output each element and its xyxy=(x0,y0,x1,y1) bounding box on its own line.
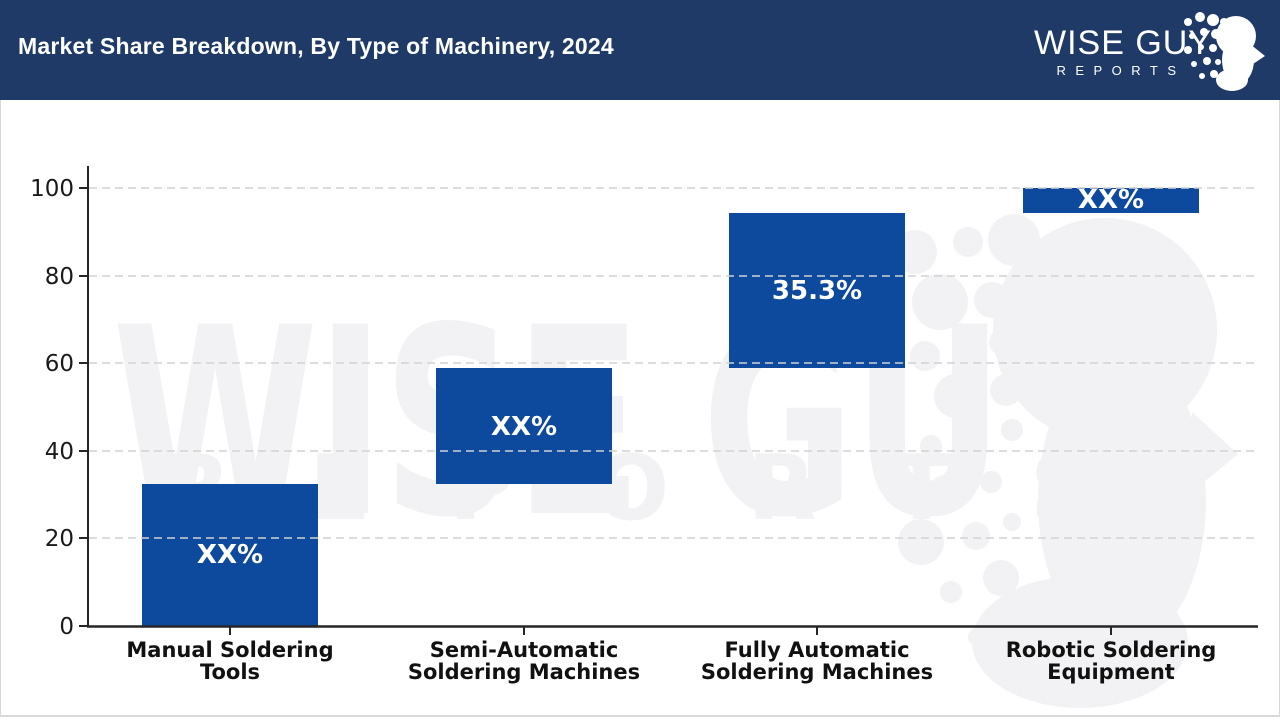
bar-semi-automatic xyxy=(436,368,612,484)
xlabel-4-line1: Robotic Soldering xyxy=(1006,638,1217,662)
logo-head-icon xyxy=(1184,12,1265,91)
header-bar: Market Share Breakdown, By Type of Machi… xyxy=(0,0,1280,100)
xlabel-2-line2: Soldering Machines xyxy=(408,660,640,684)
bar-value-labels: XX% XX% 35.3% XX% xyxy=(197,185,1144,570)
bar-fully-automatic xyxy=(729,213,905,368)
logo-subtitle: REPORTS xyxy=(1056,63,1186,78)
xlabel-2-line1: Semi-Automatic xyxy=(430,638,619,662)
xlabel-1-line1: Manual Soldering xyxy=(126,638,333,662)
xlabel-4-line2: Equipment xyxy=(1047,660,1175,684)
page-title: Market Share Breakdown, By Type of Machi… xyxy=(18,33,614,59)
bar-label-3: 35.3% xyxy=(772,276,862,306)
logo-text: WISE GUY REPORTS xyxy=(1034,24,1213,78)
bar-label-1: XX% xyxy=(197,540,263,570)
logo-wordmark: WISE GUY xyxy=(1034,24,1213,62)
ytick-40: 40 xyxy=(45,439,74,465)
xlabel-3-line1: Fully Automatic xyxy=(724,638,909,662)
ytick-60: 60 xyxy=(45,351,74,377)
bar-manual-soldering-tools xyxy=(142,484,318,626)
ytick-100: 100 xyxy=(30,176,74,202)
bar-label-2: XX% xyxy=(491,412,557,442)
bar-label-4: XX% xyxy=(1078,185,1144,215)
x-tick-marks xyxy=(229,627,1112,635)
ytick-80: 80 xyxy=(45,264,74,290)
bar-robotic-equipment xyxy=(1023,188,1199,213)
x-tick-labels: Manual Soldering Tools Semi-Automatic So… xyxy=(126,638,1216,684)
ytick-20: 20 xyxy=(45,526,74,552)
y-tick-marks xyxy=(79,187,87,627)
xlabel-3-line2: Soldering Machines xyxy=(701,660,933,684)
wise-guy-logo: WISE GUY REPORTS xyxy=(1016,6,1266,94)
xlabel-1-line2: Tools xyxy=(200,660,260,684)
bar-series xyxy=(142,188,1199,626)
y-tick-labels: 0 20 40 60 80 100 xyxy=(30,176,74,640)
ytick-0: 0 xyxy=(59,614,74,640)
